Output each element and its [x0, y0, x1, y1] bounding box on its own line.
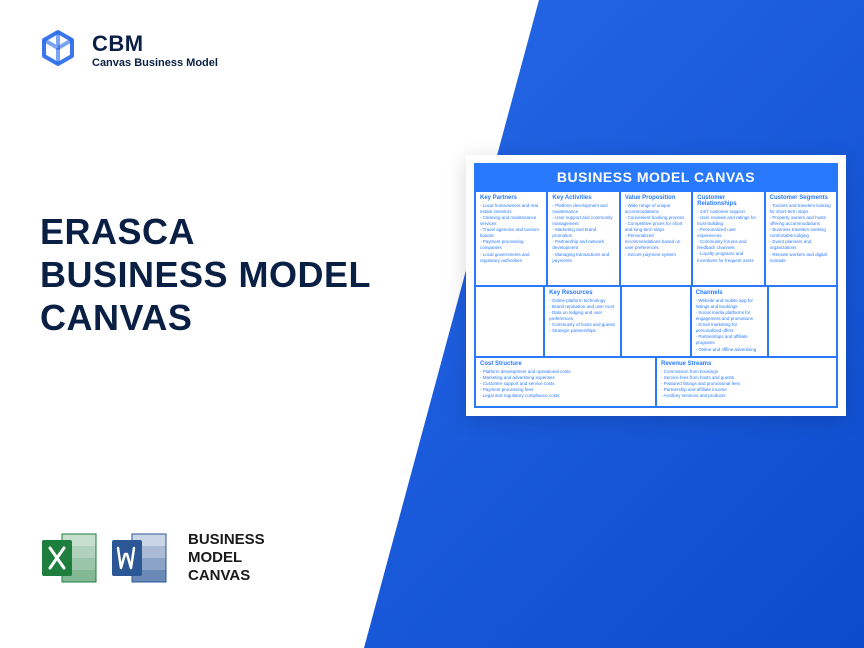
cell-items: Platform development and operational cos…: [480, 369, 651, 399]
cell-items: Commission from bookingsService fees fro…: [661, 369, 832, 399]
page-title: ERASCA BUSINESS MODEL CANVAS: [40, 210, 371, 340]
cell-items: Wide range of unique accommodationsConve…: [625, 203, 687, 258]
canvas-title: BUSINESS MODEL CANVAS: [474, 163, 838, 191]
cell-key-resources: Key Resources Online platform technology…: [544, 286, 621, 357]
cell-empty: [768, 286, 837, 357]
canvas-row-1: Key Partners Local homeowners and real e…: [475, 191, 837, 286]
cell-items: Tourists and travelers looking for short…: [770, 203, 832, 264]
cell-empty: [621, 286, 690, 357]
logo-text: CBM Canvas Business Model: [92, 31, 218, 69]
cell-label: Customer Relationships: [697, 195, 759, 207]
logo-subtitle: Canvas Business Model: [92, 57, 218, 69]
logo: CBM Canvas Business Model: [36, 28, 218, 72]
bottom-label: BUSINESS MODEL CANVAS: [188, 531, 265, 585]
cell-items: Local homeowners and real estate investo…: [480, 203, 542, 264]
canvas-preview: BUSINESS MODEL CANVAS Key Partners Local…: [466, 155, 846, 416]
cell-label: Cost Structure: [480, 361, 651, 367]
cell-label: Revenue Streams: [661, 361, 832, 367]
title-line-2: BUSINESS MODEL: [40, 253, 371, 296]
cell-items: 24/7 customer supportUser reviews and ra…: [697, 209, 759, 264]
cell-items: Online platform technologyBrand reputati…: [549, 298, 616, 334]
logo-icon: [36, 28, 80, 72]
canvas-row-3: Cost Structure Platform development and …: [475, 357, 837, 407]
logo-title: CBM: [92, 31, 218, 57]
bottom-label-3: CANVAS: [188, 567, 265, 585]
cell-label: Channels: [696, 290, 763, 296]
file-type-icons: BUSINESS MODEL CANVAS: [40, 528, 265, 588]
cell-empty: [475, 286, 544, 357]
cell-value-proposition: Value Proposition Wide range of unique a…: [620, 191, 692, 286]
cell-label: Key Activities: [552, 195, 614, 201]
cell-revenue-streams: Revenue Streams Commission from bookings…: [656, 357, 837, 407]
cell-label: Key Partners: [480, 195, 542, 201]
cell-label: Customer Segments: [770, 195, 832, 201]
canvas-row-2: Key Resources Online platform technology…: [475, 286, 837, 357]
bottom-label-1: BUSINESS: [188, 531, 265, 549]
cell-label: Key Resources: [549, 290, 616, 296]
cell-key-activities: Key Activities Platform development and …: [547, 191, 619, 286]
canvas-grid: Key Partners Local homeowners and real e…: [474, 191, 838, 408]
title-line-1: ERASCA: [40, 210, 371, 253]
bottom-label-2: MODEL: [188, 549, 265, 567]
cell-items: Platform development and maintenanceUser…: [552, 203, 614, 264]
excel-icon: [40, 528, 100, 588]
cell-customer-segments: Customer Segments Tourists and travelers…: [765, 191, 837, 286]
word-icon: [110, 528, 170, 588]
cell-cost-structure: Cost Structure Platform development and …: [475, 357, 656, 407]
cell-customer-relationships: Customer Relationships 24/7 customer sup…: [692, 191, 764, 286]
cell-label: Value Proposition: [625, 195, 687, 201]
title-line-3: CANVAS: [40, 296, 371, 339]
page: CBM Canvas Business Model ERASCA BUSINES…: [0, 0, 864, 648]
cell-key-partners: Key Partners Local homeowners and real e…: [475, 191, 547, 286]
cell-channels: Channels Website and mobile app for list…: [691, 286, 768, 357]
cell-items: Website and mobile app for listings and …: [696, 298, 763, 353]
